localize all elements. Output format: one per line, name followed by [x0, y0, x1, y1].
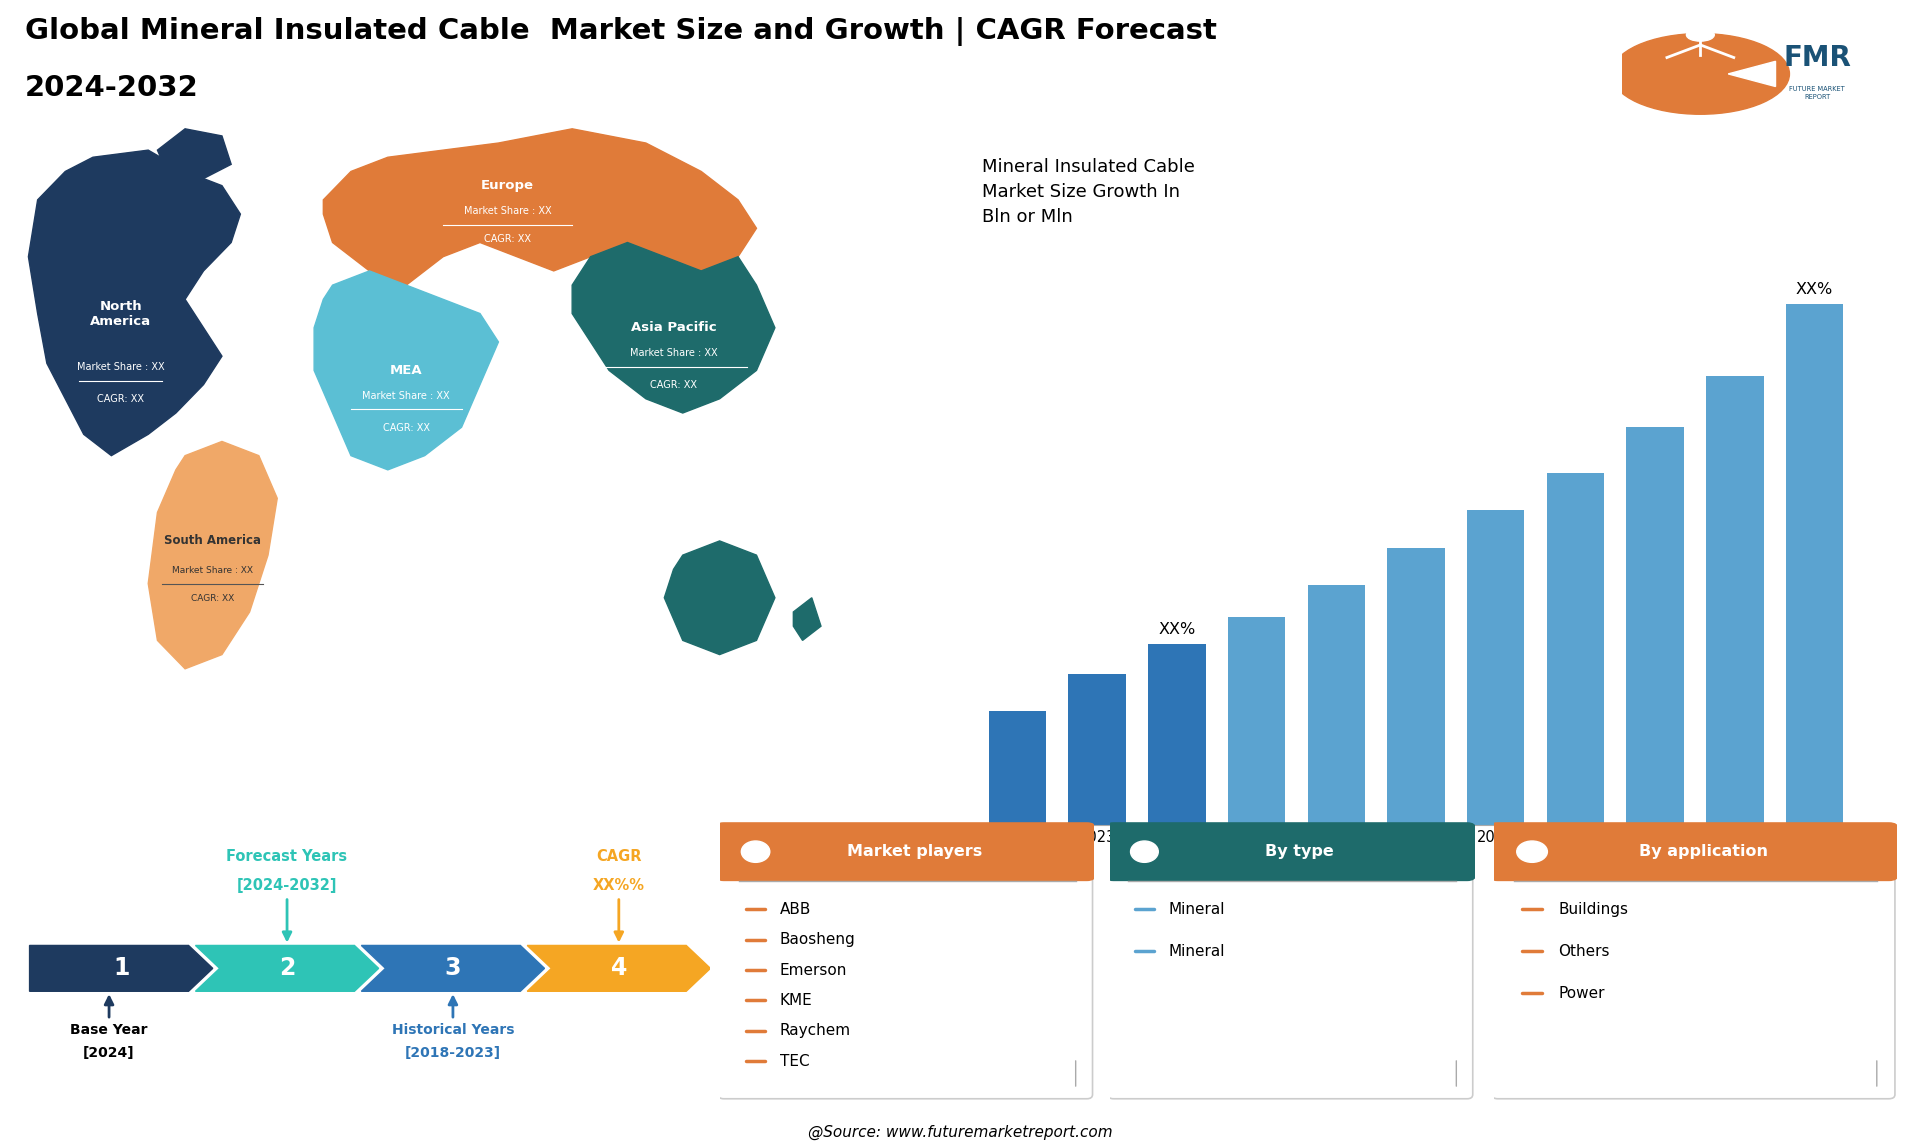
Circle shape: [1131, 841, 1158, 862]
Text: Mineral: Mineral: [1167, 944, 1225, 959]
FancyBboxPatch shape: [718, 874, 1092, 1099]
Text: Raychem: Raychem: [780, 1023, 851, 1038]
Polygon shape: [315, 270, 499, 470]
Polygon shape: [29, 945, 213, 991]
Text: Market Share : XX: Market Share : XX: [363, 391, 449, 401]
Circle shape: [741, 841, 770, 862]
Text: Forecast Years: Forecast Years: [227, 849, 348, 864]
FancyBboxPatch shape: [714, 822, 1096, 881]
Bar: [1148, 644, 1206, 825]
Text: MEA: MEA: [390, 364, 422, 377]
Bar: [1388, 548, 1444, 825]
Bar: [989, 711, 1046, 825]
Polygon shape: [361, 945, 545, 991]
Text: KME: KME: [780, 992, 812, 1008]
Text: Global Mineral Insulated Cable  Market Size and Growth | CAGR Forecast: Global Mineral Insulated Cable Market Si…: [25, 17, 1217, 46]
Text: Market players: Market players: [847, 845, 983, 860]
Text: Market Share : XX: Market Share : XX: [465, 206, 551, 217]
Text: @Source: www.futuremarketreport.com: @Source: www.futuremarketreport.com: [808, 1125, 1112, 1140]
Text: By application: By application: [1640, 845, 1768, 860]
Text: Historical Years: Historical Years: [392, 1023, 515, 1037]
Text: South America: South America: [165, 534, 261, 548]
Text: [2018-2023]: [2018-2023]: [405, 1046, 501, 1060]
Bar: [1707, 376, 1764, 825]
Circle shape: [1686, 29, 1715, 41]
Bar: [1626, 426, 1684, 825]
Text: CAGR: XX: CAGR: XX: [192, 595, 234, 603]
Circle shape: [1611, 33, 1789, 115]
Polygon shape: [148, 441, 276, 669]
Text: CAGR: XX: CAGR: XX: [484, 235, 532, 244]
Text: FMR: FMR: [1784, 44, 1851, 71]
Polygon shape: [196, 945, 378, 991]
FancyBboxPatch shape: [1108, 874, 1473, 1099]
Text: Power: Power: [1559, 986, 1605, 1000]
Text: ABB: ABB: [780, 902, 812, 917]
Text: [2024-2032]: [2024-2032]: [236, 878, 338, 893]
FancyBboxPatch shape: [1488, 822, 1899, 881]
Circle shape: [1517, 841, 1548, 862]
Text: XX%%: XX%%: [593, 878, 645, 893]
Text: Base Year: Base Year: [71, 1023, 148, 1037]
Bar: [1068, 674, 1125, 825]
Text: Europe: Europe: [482, 179, 534, 193]
Bar: [1467, 510, 1524, 825]
FancyBboxPatch shape: [1104, 822, 1476, 881]
Polygon shape: [572, 243, 776, 413]
Text: Market Share : XX: Market Share : XX: [173, 566, 253, 575]
Text: 2: 2: [278, 957, 296, 980]
Text: Baosheng: Baosheng: [780, 932, 856, 947]
Text: Market Share : XX: Market Share : XX: [630, 348, 718, 359]
Bar: [1308, 584, 1365, 825]
Text: FUTURE MARKET
REPORT: FUTURE MARKET REPORT: [1789, 86, 1845, 100]
Text: 1: 1: [113, 957, 129, 980]
Text: Asia Pacific: Asia Pacific: [632, 321, 716, 335]
Polygon shape: [664, 541, 776, 654]
Text: Emerson: Emerson: [780, 963, 847, 978]
Text: 4: 4: [611, 957, 628, 980]
Text: 3: 3: [445, 957, 461, 980]
Text: Mineral Insulated Cable
Market Size Growth In
Bln or Mln: Mineral Insulated Cable Market Size Grow…: [981, 158, 1194, 227]
Text: 2024-2032: 2024-2032: [25, 74, 198, 102]
Text: Buildings: Buildings: [1559, 902, 1628, 917]
Bar: [1229, 617, 1284, 825]
Polygon shape: [157, 128, 230, 179]
Bar: [1786, 304, 1843, 825]
Text: CAGR: XX: CAGR: XX: [382, 423, 430, 433]
Text: XX%: XX%: [1795, 282, 1834, 297]
Text: CAGR: CAGR: [595, 849, 641, 864]
Text: TEC: TEC: [780, 1054, 810, 1069]
Text: By type: By type: [1265, 845, 1334, 860]
Polygon shape: [29, 150, 240, 456]
Text: Others: Others: [1559, 944, 1609, 959]
Text: North
America: North America: [90, 299, 152, 328]
Text: CAGR: XX: CAGR: XX: [651, 380, 697, 390]
Text: CAGR: XX: CAGR: XX: [98, 394, 144, 405]
Polygon shape: [1728, 62, 1776, 87]
Bar: [1548, 472, 1603, 825]
Text: Mineral: Mineral: [1167, 902, 1225, 917]
Text: [2024]: [2024]: [83, 1046, 134, 1060]
Polygon shape: [528, 945, 710, 991]
Text: Market Share : XX: Market Share : XX: [77, 362, 165, 372]
Polygon shape: [793, 598, 822, 641]
Text: XX%: XX%: [1158, 622, 1196, 637]
FancyBboxPatch shape: [1492, 874, 1895, 1099]
Polygon shape: [323, 128, 756, 285]
